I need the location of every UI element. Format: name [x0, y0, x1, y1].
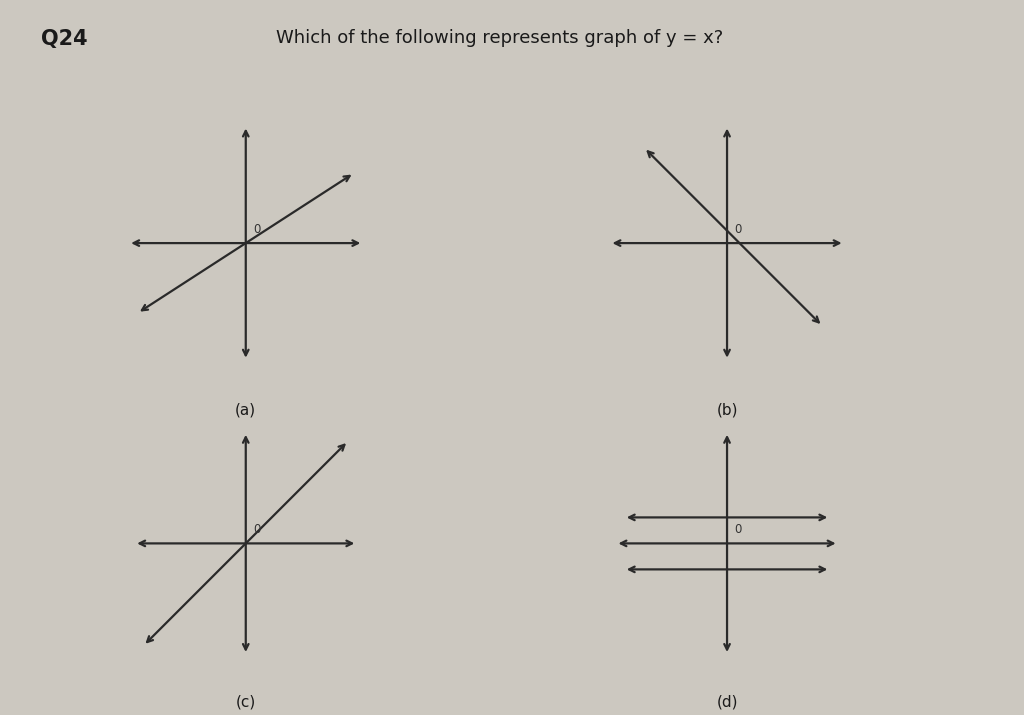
Text: 0: 0: [734, 523, 741, 536]
Text: 0: 0: [253, 523, 260, 536]
Text: (b): (b): [717, 403, 737, 418]
Text: (a): (a): [236, 403, 256, 418]
Text: (d): (d): [717, 694, 737, 709]
Text: (c): (c): [236, 694, 256, 709]
Text: 0: 0: [253, 222, 261, 236]
Text: 0: 0: [734, 222, 742, 236]
Text: Which of the following represents graph of y = x?: Which of the following represents graph …: [276, 29, 724, 46]
Text: Q24: Q24: [41, 29, 88, 49]
